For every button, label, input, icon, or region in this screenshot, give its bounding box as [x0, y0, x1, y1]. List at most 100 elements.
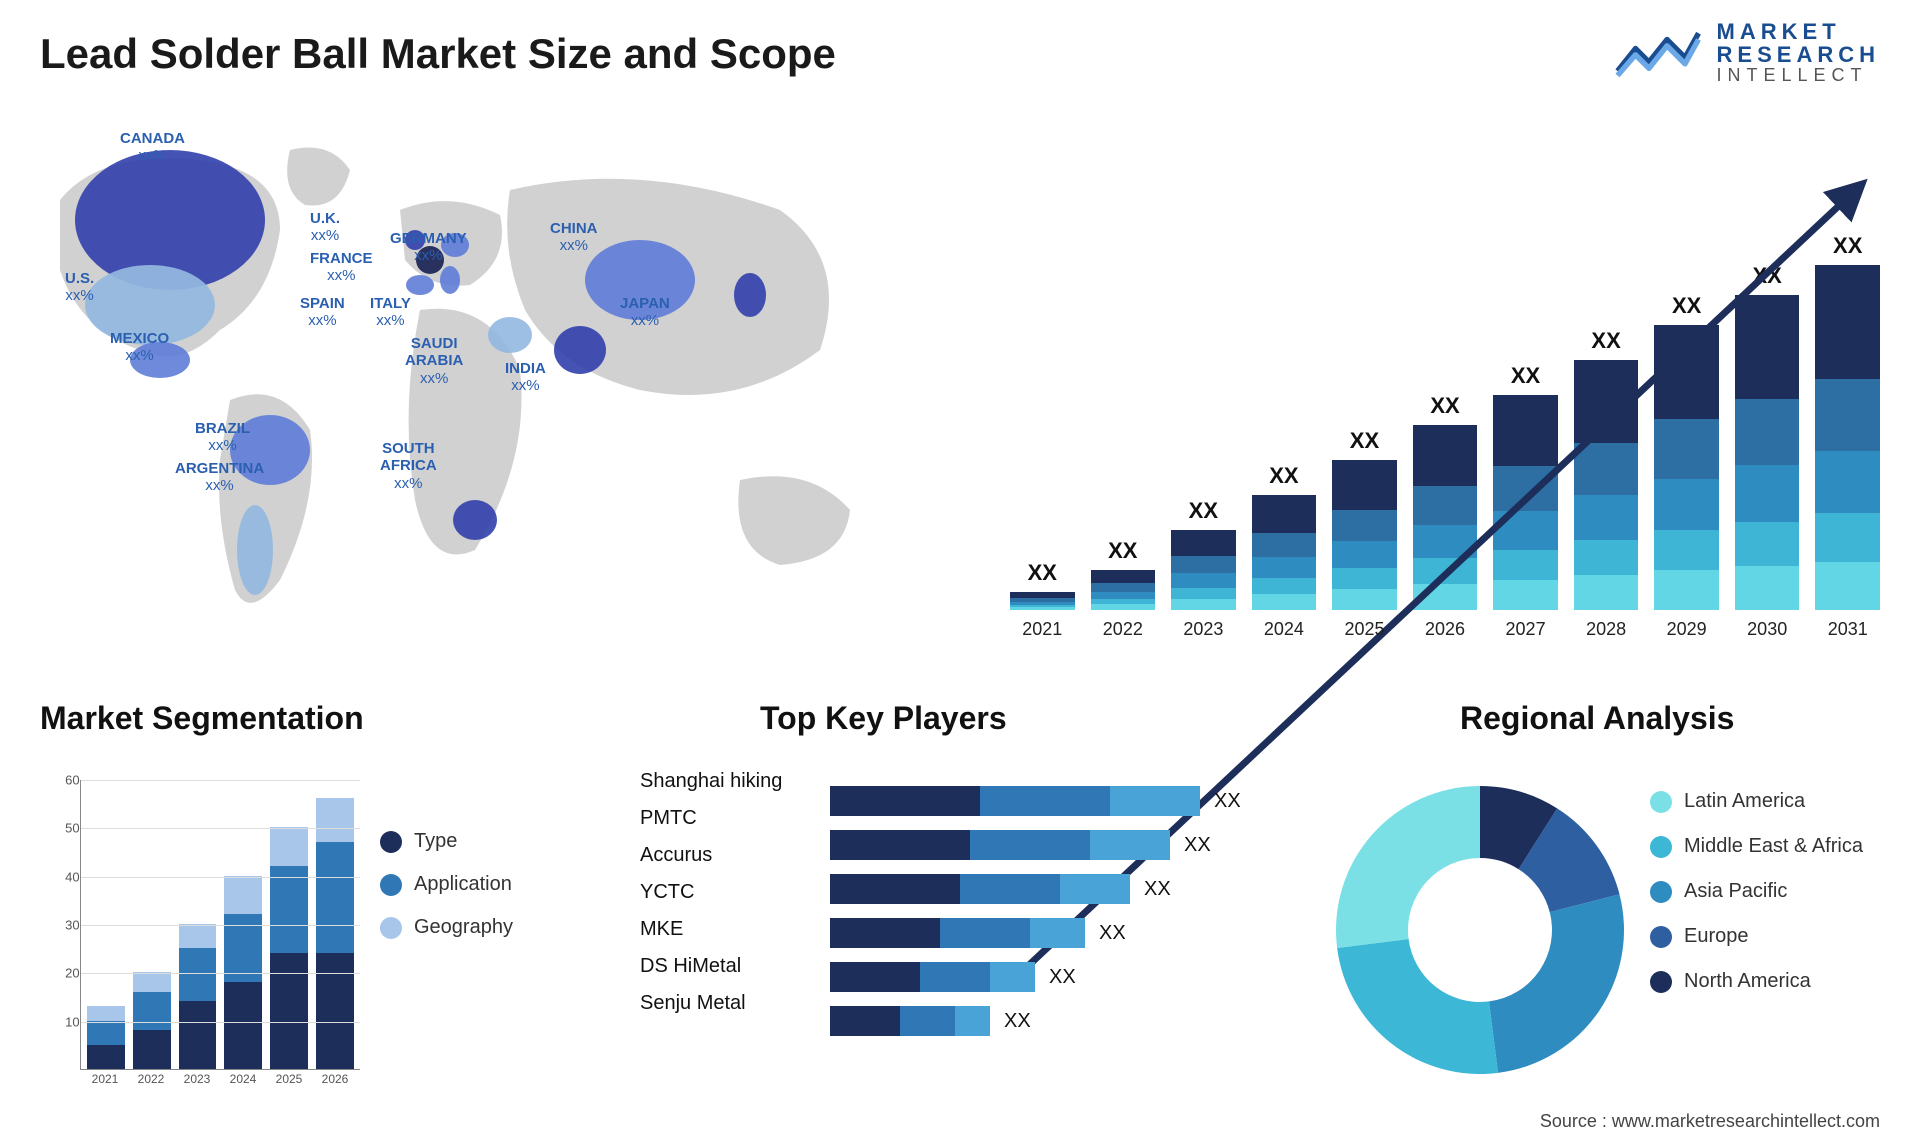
forecast-bar: XX	[1171, 530, 1236, 610]
player-name: PMTC	[640, 807, 820, 830]
section-title-segmentation: Market Segmentation	[40, 700, 364, 737]
map-label: CHINAxx%	[550, 220, 598, 255]
donut-slice	[1337, 939, 1498, 1074]
seg-year: 2021	[86, 1072, 124, 1122]
forecast-year: 2024	[1252, 619, 1317, 640]
player-value: XX	[1184, 834, 1211, 857]
logo-line3: INTELLECT	[1717, 66, 1880, 85]
forecast-value-label: XX	[1350, 428, 1379, 454]
forecast-bar: XX	[1493, 395, 1558, 610]
seg-year: 2026	[316, 1072, 354, 1122]
forecast-value-label: XX	[1028, 560, 1057, 586]
regional-legend-item: Asia Pacific	[1650, 880, 1863, 903]
donut-slice	[1336, 786, 1480, 948]
forecast-value-label: XX	[1591, 328, 1620, 354]
forecast-bar: XX	[1735, 295, 1800, 610]
map-label: JAPANxx%	[620, 295, 670, 330]
seg-year: 2023	[178, 1072, 216, 1122]
forecast-bar: XX	[1654, 325, 1719, 610]
forecast-year: 2021	[1010, 619, 1075, 640]
player-value: XX	[1099, 922, 1126, 945]
player-name: MKE	[640, 918, 820, 941]
player-bar: XX	[830, 1006, 1280, 1036]
regional-legend-item: Middle East & Africa	[1650, 835, 1863, 858]
world-map: CANADAxx% U.S.xx% MEXICOxx% BRAZILxx% ARGENT…	[20, 120, 920, 650]
map-label: BRAZILxx%	[195, 420, 250, 455]
map-label: SPAINxx%	[300, 295, 345, 330]
forecast-bar: XX	[1010, 592, 1075, 610]
seg-year: 2024	[224, 1072, 262, 1122]
forecast-value-label: XX	[1833, 233, 1862, 259]
map-label: SAUDIARABIAxx%	[405, 335, 463, 387]
seg-ytick: 60	[65, 773, 79, 788]
forecast-value-label: XX	[1753, 263, 1782, 289]
player-name: Shanghai hiking	[640, 770, 820, 793]
forecast-chart: XXXXXXXXXXXXXXXXXXXXXX 20212022202320242…	[1010, 140, 1880, 640]
regional-chart: Latin America Middle East & Africa Asia Pa…	[1330, 760, 1890, 1120]
donut-chart	[1330, 780, 1630, 1080]
map-label: ARGENTINAxx%	[175, 460, 264, 495]
map-label: CANADAxx%	[120, 130, 185, 165]
brand-logo: MARKET RESEARCH INTELLECT	[1613, 20, 1880, 85]
seg-bar	[316, 798, 354, 1069]
regional-legend-item: Latin America	[1650, 790, 1863, 813]
forecast-year: 2025	[1332, 619, 1397, 640]
map-label: INDIAxx%	[505, 360, 546, 395]
player-bar: XX	[830, 830, 1280, 860]
seg-ytick: 10	[65, 1014, 79, 1029]
donut-slice	[1489, 894, 1624, 1073]
map-label: MEXICOxx%	[110, 330, 169, 365]
forecast-bar: XX	[1252, 495, 1317, 610]
seg-bar	[270, 827, 308, 1069]
page-title: Lead Solder Ball Market Size and Scope	[40, 30, 836, 78]
seg-ytick: 20	[65, 966, 79, 981]
logo-line2: RESEARCH	[1717, 43, 1880, 66]
world-map-svg	[20, 120, 920, 650]
forecast-year: 2030	[1735, 619, 1800, 640]
segmentation-legend: TypeApplicationGeography	[380, 830, 513, 939]
regional-legend: Latin America Middle East & Africa Asia Pa…	[1650, 790, 1863, 993]
forecast-bar: XX	[1815, 265, 1880, 610]
logo-text: MARKET RESEARCH INTELLECT	[1717, 20, 1880, 85]
logo-mark-icon	[1613, 23, 1703, 83]
forecast-bar: XX	[1332, 460, 1397, 610]
player-name: YCTC	[640, 881, 820, 904]
seg-year: 2022	[132, 1072, 170, 1122]
map-label: SOUTHAFRICAxx%	[380, 440, 437, 492]
seg-ytick: 40	[65, 869, 79, 884]
forecast-bar: XX	[1091, 570, 1156, 610]
player-name: Accurus	[640, 844, 820, 867]
logo-line1: MARKET	[1717, 20, 1880, 43]
forecast-year: 2023	[1171, 619, 1236, 640]
forecast-value-label: XX	[1269, 463, 1298, 489]
map-label: GERMANYxx%	[390, 230, 467, 265]
forecast-year: 2031	[1815, 619, 1880, 640]
map-label: FRANCExx%	[310, 250, 373, 285]
player-bar: XX	[830, 918, 1280, 948]
forecast-year: 2022	[1091, 619, 1156, 640]
map-label: U.S.xx%	[65, 270, 94, 305]
forecast-value-label: XX	[1672, 293, 1701, 319]
player-value: XX	[1144, 878, 1171, 901]
forecast-bar: XX	[1574, 360, 1639, 610]
forecast-year: 2028	[1574, 619, 1639, 640]
forecast-value-label: XX	[1108, 538, 1137, 564]
regional-legend-item: Europe	[1650, 925, 1863, 948]
map-label: U.K.xx%	[310, 210, 340, 245]
forecast-bar: XX	[1413, 425, 1478, 610]
forecast-year: 2027	[1493, 619, 1558, 640]
forecast-value-label: XX	[1511, 363, 1540, 389]
source-attribution: Source : www.marketresearchintellect.com	[1540, 1111, 1880, 1132]
section-title-players: Top Key Players	[760, 700, 1007, 737]
forecast-year: 2029	[1654, 619, 1719, 640]
player-bar: XX	[830, 962, 1280, 992]
player-value: XX	[1004, 1010, 1031, 1033]
player-name: Senju Metal	[640, 992, 820, 1015]
seg-ytick: 30	[65, 918, 79, 933]
player-name: DS HiMetal	[640, 955, 820, 978]
player-value: XX	[1049, 966, 1076, 989]
regional-legend-item: North America	[1650, 970, 1863, 993]
players-chart: Shanghai hiking PMTC Accurus YCTC MKE DS HiMe…	[640, 760, 1280, 1120]
seg-year: 2025	[270, 1072, 308, 1122]
player-bar: XX	[830, 786, 1280, 816]
